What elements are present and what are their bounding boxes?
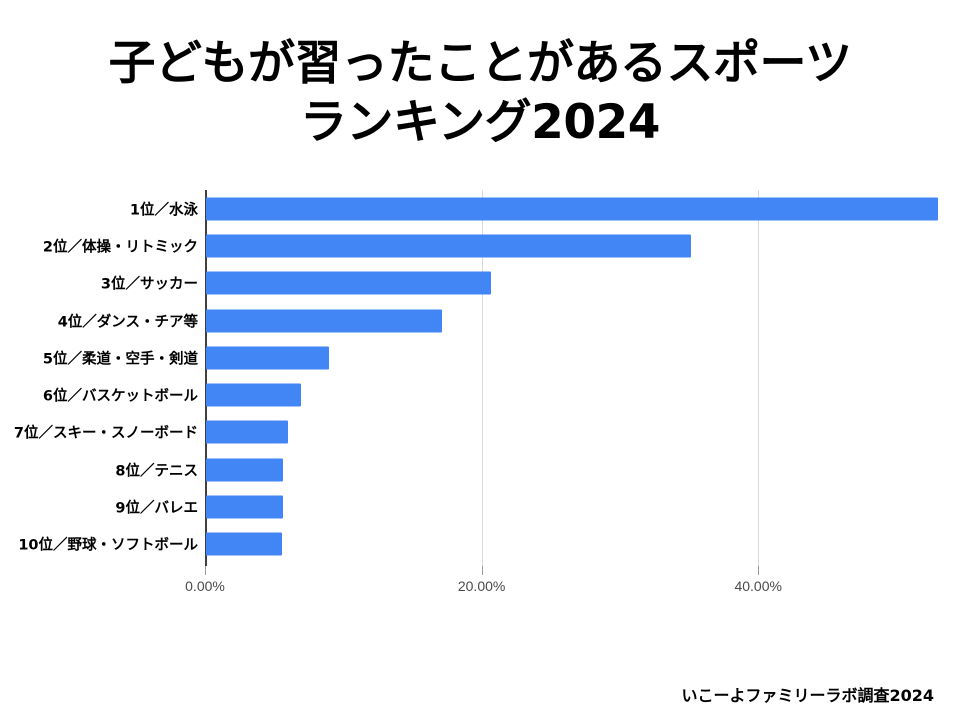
bar-fill [206,458,284,482]
bar-fill [206,309,443,333]
plot-area [205,190,960,566]
x-tick-mark [758,566,760,575]
page-title: 子どもが習ったことがあるスポーツ ランキング2024 [108,36,852,150]
bar-row: 10位／野球・ソフトボール [0,526,960,563]
bar-category-label: 7位／スキー・スノーボード [13,425,198,442]
bar-row: 7位／スキー・スノーボード [0,414,960,451]
bar-row: 3位／サッカー [0,265,960,302]
source-note: いこーよファミリーラボ調査2024 [681,686,934,705]
bar[interactable] [206,197,938,221]
bar[interactable] [206,346,330,370]
bar[interactable] [206,458,284,482]
bar-fill [206,383,302,407]
x-tick-mark [205,566,206,575]
bar-row: 6位／バスケットボール [0,377,960,414]
bar-chart: 1位／水泳 2位／体操・リトミック 3位／サッカー 4位／ダンス・チア等 5位／柔道・空… [0,186,960,606]
bar-category-label: 9位／バレエ [115,500,198,517]
bar[interactable] [206,383,302,407]
bar-category-label: 4位／ダンス・チア等 [57,314,198,331]
y-axis-line [205,190,207,566]
bar-fill [206,234,692,258]
bar-category-label: 6位／バスケットボール [42,388,198,405]
x-tick-mark [481,566,483,575]
bar-category-label: 5位／柔道・空手・剣道 [42,351,198,368]
bar[interactable] [206,234,692,258]
bar-fill [206,197,938,221]
bar-row: 4位／ダンス・チア等 [0,302,960,339]
bar-row: 9位／バレエ [0,488,960,525]
bar-row: 2位／体操・リトミック [0,227,960,264]
bar[interactable] [206,420,288,444]
bar-category-label: 1位／水泳 [129,202,198,219]
bar[interactable] [206,495,284,519]
bar-fill [206,346,330,370]
bar-category-label: 2位／体操・リトミック [42,239,198,256]
x-axis: 0.00% 20.00% 40.00% [0,566,960,606]
bar-category-label: 8位／テニス [115,463,198,480]
bar-row: 5位／柔道・空手・剣道 [0,339,960,376]
gridline [481,190,483,566]
bar[interactable] [206,532,283,556]
x-tick-label: 20.00% [457,578,506,594]
bar-category-label: 3位／サッカー [100,276,198,293]
bar-fill [206,271,491,295]
x-tick-label: 0.00% [185,578,225,594]
gridline [758,190,760,566]
bar-fill [206,420,288,444]
bar[interactable] [206,271,491,295]
bar-fill [206,495,284,519]
bar-fill [206,532,283,556]
x-tick-label: 40.00% [734,578,782,594]
bar-category-label: 10位／野球・ソフトボール [18,537,198,554]
bar-row: 8位／テニス [0,451,960,488]
bar-row: 1位／水泳 [0,190,960,227]
bar[interactable] [206,309,443,333]
